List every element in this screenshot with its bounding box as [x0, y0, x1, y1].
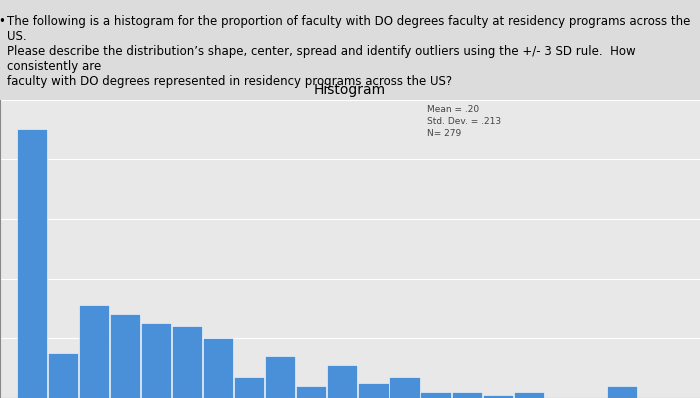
Bar	[389, 377, 419, 398]
Bar	[265, 356, 295, 398]
Bar	[141, 323, 171, 398]
Bar	[234, 377, 265, 398]
Bar	[110, 314, 140, 398]
Bar	[17, 129, 47, 398]
Text: The following is a histogram for the proportion of faculty with DO degrees facul: The following is a histogram for the pro…	[7, 15, 690, 88]
Bar	[79, 306, 109, 398]
Bar	[607, 386, 637, 398]
Bar	[421, 392, 451, 398]
Bar	[296, 386, 326, 398]
Bar	[48, 353, 78, 398]
Text: Mean = .20
Std. Dev. = .213
N= 279: Mean = .20 Std. Dev. = .213 N= 279	[427, 105, 501, 138]
Bar	[482, 395, 512, 398]
Title: Histogram: Histogram	[314, 83, 386, 97]
Bar	[328, 365, 358, 398]
Bar	[358, 383, 389, 398]
Bar	[172, 326, 202, 398]
Bar	[452, 392, 482, 398]
Text: •: •	[0, 15, 6, 28]
Bar	[514, 392, 544, 398]
Bar	[203, 338, 233, 398]
